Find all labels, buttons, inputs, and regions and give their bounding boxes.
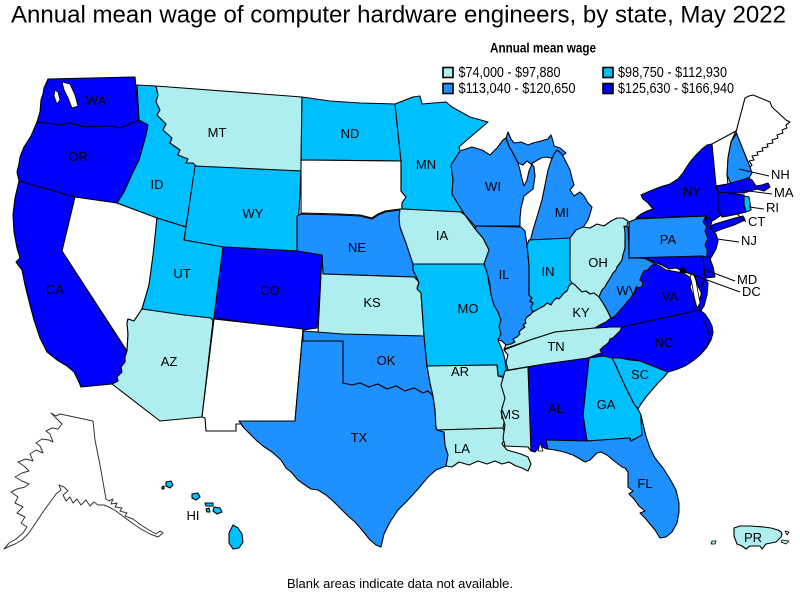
svg-text:ID: ID bbox=[151, 177, 164, 192]
svg-text:AR: AR bbox=[451, 364, 469, 379]
svg-text:KY: KY bbox=[572, 305, 590, 320]
svg-text:ND: ND bbox=[341, 126, 360, 141]
svg-text:$113,040 - $120,650: $113,040 - $120,650 bbox=[459, 81, 576, 97]
svg-text:MT: MT bbox=[208, 125, 227, 140]
svg-text:$125,630 - $166,940: $125,630 - $166,940 bbox=[618, 81, 734, 97]
svg-text:NH: NH bbox=[771, 167, 790, 182]
svg-text:$98,750 - $112,930: $98,750 - $112,930 bbox=[618, 65, 727, 81]
svg-text:CT: CT bbox=[748, 214, 765, 229]
svg-text:MN: MN bbox=[416, 157, 436, 172]
svg-text:FL: FL bbox=[637, 476, 652, 491]
svg-text:MA: MA bbox=[774, 185, 794, 200]
svg-text:PR: PR bbox=[744, 530, 762, 545]
svg-text:TN: TN bbox=[547, 339, 564, 354]
svg-text:CO: CO bbox=[260, 283, 280, 298]
svg-text:MI: MI bbox=[555, 205, 569, 220]
svg-text:$74,000 - $97,880: $74,000 - $97,880 bbox=[459, 65, 561, 81]
svg-text:SC: SC bbox=[631, 367, 649, 382]
svg-text:UT: UT bbox=[173, 266, 190, 281]
svg-text:OK: OK bbox=[377, 353, 396, 368]
svg-text:NY: NY bbox=[683, 184, 701, 199]
svg-text:KS: KS bbox=[363, 295, 381, 310]
svg-text:AZ: AZ bbox=[161, 354, 178, 369]
svg-text:NJ: NJ bbox=[741, 233, 757, 248]
svg-text:MD: MD bbox=[737, 272, 757, 287]
svg-text:OH: OH bbox=[588, 255, 608, 270]
svg-text:DC: DC bbox=[742, 284, 761, 299]
svg-text:IN: IN bbox=[542, 264, 555, 279]
svg-text:IL: IL bbox=[499, 267, 510, 282]
svg-text:WY: WY bbox=[243, 206, 264, 221]
svg-text:MO: MO bbox=[458, 301, 479, 316]
svg-text:HI: HI bbox=[187, 508, 200, 523]
svg-text:AL: AL bbox=[548, 401, 564, 416]
svg-text:WA: WA bbox=[86, 93, 107, 108]
svg-text:PA: PA bbox=[660, 232, 677, 247]
svg-text:VA: VA bbox=[662, 289, 679, 304]
svg-text:Annual mean wage: Annual mean wage bbox=[490, 40, 596, 56]
svg-text:Annual mean wage of computer h: Annual mean wage of computer hardware en… bbox=[11, 2, 786, 29]
svg-text:NC: NC bbox=[655, 335, 674, 350]
svg-text:MS: MS bbox=[500, 407, 520, 422]
svg-text:WI: WI bbox=[485, 179, 501, 194]
svg-text:NE: NE bbox=[348, 240, 366, 255]
svg-text:RI: RI bbox=[766, 200, 779, 215]
svg-text:Blank areas indicate data not: Blank areas indicate data not available. bbox=[287, 577, 513, 591]
svg-text:IA: IA bbox=[436, 228, 449, 243]
svg-text:TX: TX bbox=[351, 430, 368, 445]
svg-text:CA: CA bbox=[46, 282, 64, 297]
svg-text:LA: LA bbox=[454, 441, 470, 456]
svg-text:OR: OR bbox=[68, 149, 88, 164]
svg-text:WV: WV bbox=[617, 283, 638, 298]
svg-text:GA: GA bbox=[597, 397, 616, 412]
